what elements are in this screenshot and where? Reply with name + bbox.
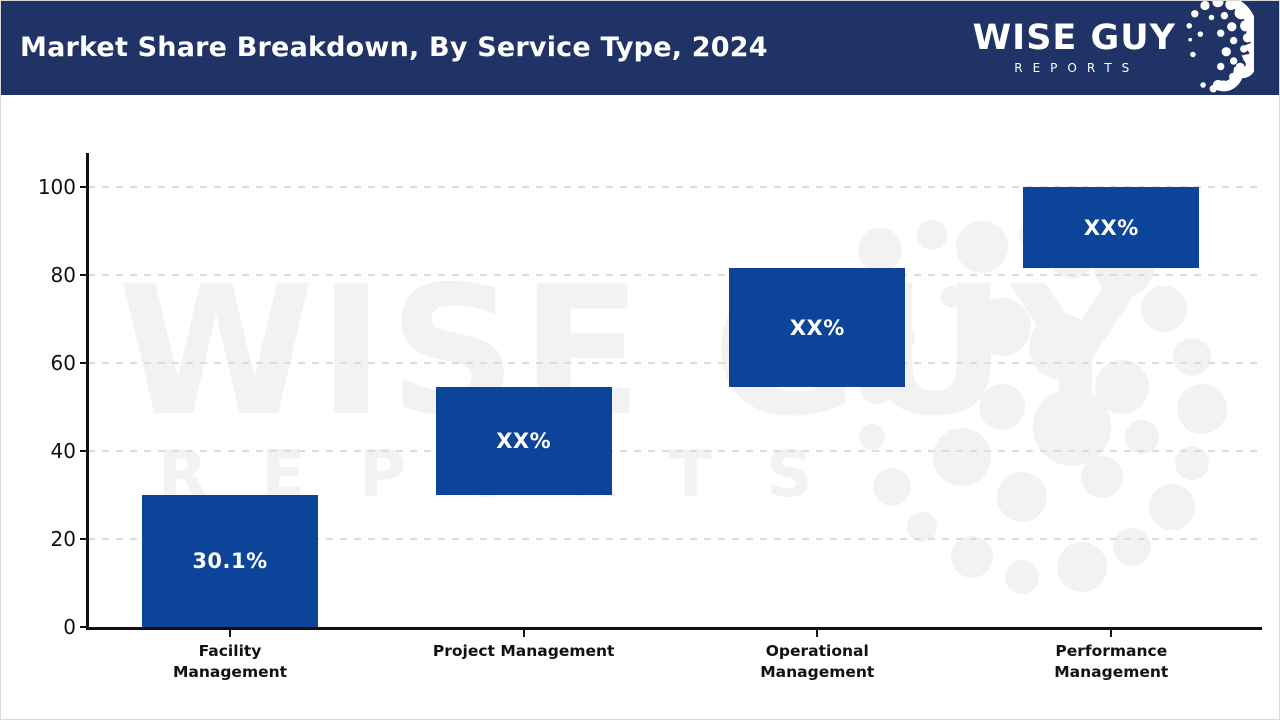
x-tick-mark xyxy=(1110,629,1113,637)
y-tick-mark xyxy=(80,538,88,540)
x-axis-line xyxy=(86,627,1262,630)
x-category-label: Project Management xyxy=(432,642,615,660)
waterfall-bar: 30.1% xyxy=(142,494,318,627)
y-tick-label: 80 xyxy=(50,263,76,287)
waterfall-bar: XX% xyxy=(729,268,906,388)
x-category-label: Operational Management xyxy=(760,642,875,681)
y-tick-label: 40 xyxy=(50,439,76,463)
y-gridline xyxy=(88,274,1262,276)
y-tick-mark xyxy=(80,274,88,276)
y-tick-mark xyxy=(80,362,88,364)
y-tick-mark xyxy=(80,450,88,452)
x-category-label: Performance Management xyxy=(1054,642,1169,681)
y-tick-label: 60 xyxy=(50,351,76,375)
bar-value-label: XX% xyxy=(789,315,845,340)
y-tick-mark xyxy=(80,626,88,628)
x-tick-mark xyxy=(816,629,819,637)
bar-value-label: XX% xyxy=(496,428,552,453)
waterfall-chart: WISE GUY REPORTS 02040608010030.1%Facili… xyxy=(0,95,1280,720)
brand-logo: WISE GUY REPORTS xyxy=(973,0,1254,100)
brand-logo-text: WISE GUY REPORTS xyxy=(972,17,1176,75)
header-bar: Market Share Breakdown, By Service Type,… xyxy=(0,0,1280,95)
x-category-label: Facility Management xyxy=(172,642,288,681)
y-tick-mark xyxy=(80,186,88,188)
y-tick-label: 100 xyxy=(37,175,76,199)
y-gridline xyxy=(88,538,1262,540)
page-title: Market Share Breakdown, By Service Type,… xyxy=(20,32,768,63)
y-axis-line xyxy=(86,153,89,629)
watermark-brand-text: WISE GUY xyxy=(118,248,1144,455)
bar-value-label: XX% xyxy=(1083,215,1139,240)
y-tick-label: 20 xyxy=(50,527,76,551)
y-gridline xyxy=(88,186,1262,188)
watermark-dotted-head xyxy=(858,220,1227,594)
brand-name: WISE GUY xyxy=(972,17,1176,58)
brand-subtitle: REPORTS xyxy=(1014,60,1140,75)
x-tick-mark xyxy=(522,629,525,637)
waterfall-bar: XX% xyxy=(1023,187,1200,269)
y-gridline xyxy=(88,450,1262,452)
y-gridline xyxy=(88,362,1262,364)
x-tick-mark xyxy=(229,629,231,637)
bar-value-label: 30.1% xyxy=(192,548,268,573)
waterfall-bar: XX% xyxy=(435,387,612,495)
dotted-head-icon xyxy=(1186,0,1254,92)
y-tick-label: 0 xyxy=(63,615,76,639)
